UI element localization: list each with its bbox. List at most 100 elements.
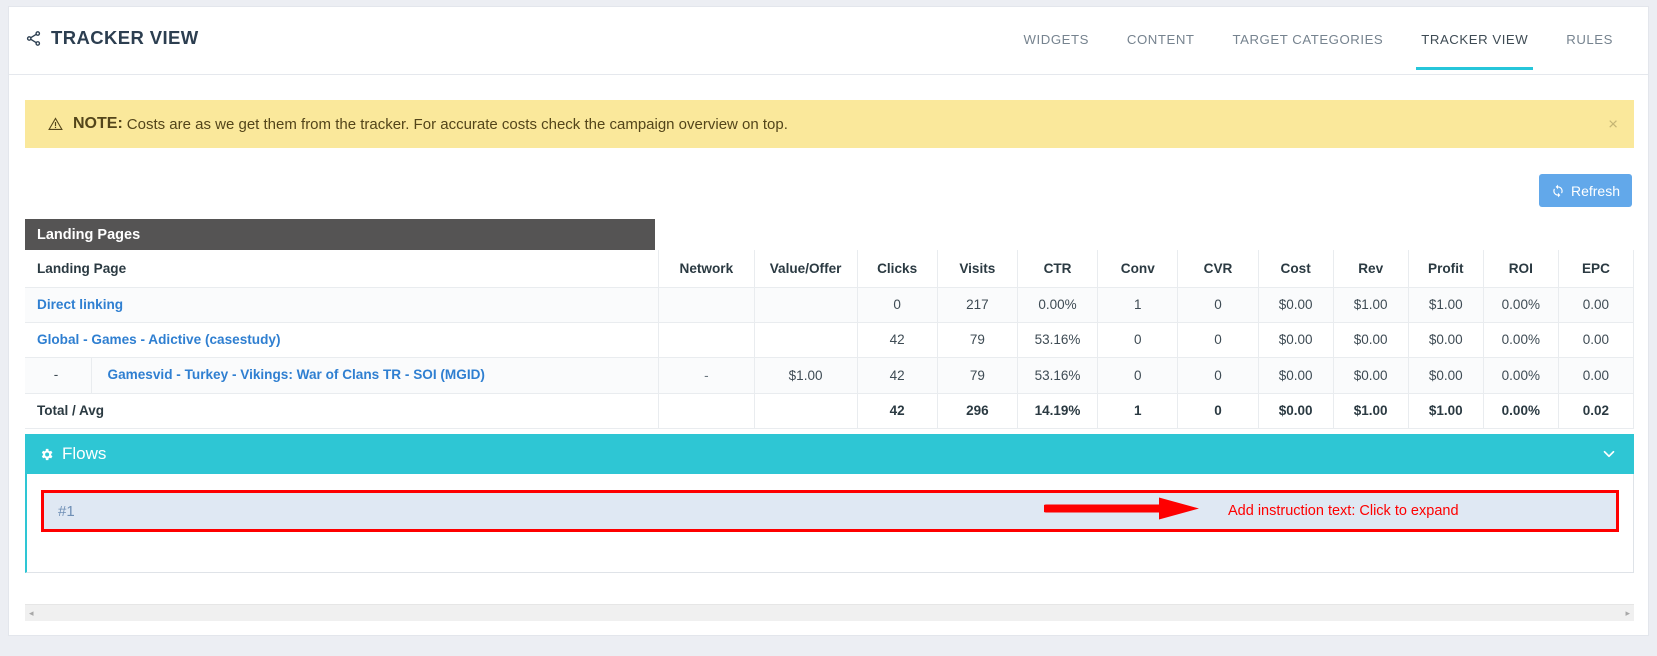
- main-card: TRACKER VIEW WIDGETS CONTENT TARGET CATE…: [8, 6, 1649, 636]
- refresh-button[interactable]: Refresh: [1538, 174, 1632, 207]
- cell-visits: 79: [937, 322, 1018, 358]
- cell-ctr: 0.00%: [1017, 287, 1099, 323]
- warning-triangle-icon: [47, 116, 64, 132]
- cell-rev: $0.00: [1333, 357, 1409, 394]
- refresh-icon: [1551, 184, 1565, 198]
- column-header-cvr[interactable]: CVR: [1177, 250, 1259, 288]
- row-indent-marker: -: [53, 366, 59, 382]
- cell-ctr: 53.16%: [1017, 322, 1099, 358]
- tab-widgets[interactable]: WIDGETS: [1023, 32, 1089, 47]
- cell-clicks: 0: [857, 287, 938, 323]
- cell-total-network: [658, 393, 755, 429]
- cell-cvr: 0: [1177, 357, 1259, 394]
- column-header-clicks[interactable]: Clicks: [857, 250, 938, 288]
- cell-total-visits: 296: [937, 393, 1018, 429]
- cell-total-profit: $1.00: [1408, 393, 1484, 429]
- column-header-visits[interactable]: Visits: [937, 250, 1018, 288]
- main-tabs: WIDGETS CONTENT TARGET CATEGORIES TRACKE…: [1005, 28, 1632, 70]
- column-header-landing-page[interactable]: Landing Page: [25, 250, 660, 288]
- column-header-network[interactable]: Network: [658, 250, 755, 288]
- cell-cost: $0.00: [1258, 322, 1334, 358]
- cell-total-clicks: 42: [857, 393, 938, 429]
- horizontal-scrollbar[interactable]: ◂ ▸: [25, 604, 1634, 621]
- column-header-conv[interactable]: Conv: [1097, 250, 1179, 288]
- column-header-cost[interactable]: Cost: [1258, 250, 1334, 288]
- cell-total-rev: $1.00: [1333, 393, 1409, 429]
- cell-total-ctr: 14.19%: [1017, 393, 1099, 429]
- cell-conv: 0: [1097, 357, 1179, 394]
- cell-value-offer: [754, 287, 858, 323]
- share-icon: [25, 30, 42, 47]
- page-title-text: TRACKER VIEW: [51, 27, 199, 48]
- gear-icon: [39, 447, 54, 462]
- annotation-text: Add instruction text: Click to expand: [1228, 503, 1459, 519]
- page-title: TRACKER VIEW: [25, 27, 199, 49]
- cell-conv: 0: [1097, 322, 1179, 358]
- cell-profit: $1.00: [1408, 287, 1484, 323]
- column-header-value-offer[interactable]: Value/Offer: [754, 250, 858, 288]
- cell-profit: $0.00: [1408, 357, 1484, 394]
- cell-network: -: [658, 357, 755, 394]
- cell-total-conv: 1: [1097, 393, 1179, 429]
- cell-cvr: 0: [1177, 287, 1259, 323]
- note-label: NOTE:: [73, 115, 123, 132]
- cell-cvr: 0: [1177, 322, 1259, 358]
- cell-landing-page: Direct linking: [25, 287, 660, 323]
- column-header-epc[interactable]: EPC: [1558, 250, 1635, 288]
- cell-total-label: Total / Avg: [25, 393, 660, 429]
- tab-rules[interactable]: RULES: [1566, 32, 1613, 47]
- cell-clicks: 42: [857, 322, 938, 358]
- scroll-right-arrow-icon[interactable]: ▸: [1625, 607, 1630, 618]
- annotation-arrow-icon: [1042, 496, 1204, 527]
- cell-total-value-offer: [754, 393, 858, 429]
- flows-body: #1 Add instruction text: Click to expand: [25, 474, 1634, 573]
- landing-page-link[interactable]: Direct linking: [37, 297, 124, 312]
- cell-total-cvr: 0: [1177, 393, 1259, 429]
- cell-roi: 0.00%: [1483, 357, 1559, 394]
- cell-total-roi: 0.00%: [1483, 393, 1559, 429]
- refresh-label: Refresh: [1570, 182, 1620, 199]
- cell-visits: 79: [937, 357, 1018, 394]
- column-header-ctr[interactable]: CTR: [1017, 250, 1099, 288]
- landing-pages-title: Landing Pages: [25, 219, 655, 250]
- chevron-down-icon[interactable]: [1600, 445, 1618, 463]
- scroll-left-arrow-icon[interactable]: ◂: [29, 607, 34, 618]
- cell-landing-page: - Gamesvid - Turkey - Vikings: War of Cl…: [25, 357, 660, 394]
- cell-ctr: 53.16%: [1017, 357, 1099, 394]
- note-banner: NOTE: Costs are as we get them from the …: [25, 100, 1634, 148]
- table-row: Direct linking 0 217 0.00% 1 0 $0.00 $1.…: [25, 287, 1635, 323]
- table-row: - Gamesvid - Turkey - Vikings: War of Cl…: [25, 357, 1635, 394]
- flows-panel: Flows #1 Add instruction t: [25, 434, 1634, 573]
- cell-roi: 0.00%: [1483, 287, 1559, 323]
- column-header-profit[interactable]: Profit: [1408, 250, 1484, 288]
- note-text: Costs are as we get them from the tracke…: [126, 115, 788, 133]
- cell-epc: 0.00: [1558, 357, 1635, 394]
- cell-conv: 1: [1097, 287, 1179, 323]
- cell-value-offer: [754, 322, 858, 358]
- page-header: TRACKER VIEW WIDGETS CONTENT TARGET CATE…: [9, 7, 1648, 75]
- flow-id-label: #1: [58, 502, 75, 520]
- tab-content[interactable]: CONTENT: [1126, 32, 1195, 47]
- tab-tracker-view[interactable]: TRACKER VIEW: [1402, 28, 1547, 70]
- cell-cost: $0.00: [1258, 287, 1334, 323]
- flows-header[interactable]: Flows: [25, 434, 1634, 474]
- cell-network: [658, 287, 755, 323]
- cell-cost: $0.00: [1258, 357, 1334, 394]
- offer-link[interactable]: Gamesvid - Turkey - Vikings: War of Clan…: [107, 366, 485, 382]
- tab-target-categories[interactable]: TARGET CATEGORIES: [1232, 32, 1384, 47]
- flow-item-1[interactable]: #1 Add instruction text: Click to expand: [41, 490, 1619, 532]
- landing-page-link[interactable]: Global - Games - Adictive (casestudy): [37, 332, 281, 347]
- cell-landing-page: Global - Games - Adictive (casestudy): [25, 322, 660, 358]
- close-icon[interactable]: ×: [1608, 114, 1618, 134]
- cell-visits: 217: [937, 287, 1018, 323]
- cell-epc: 0.00: [1558, 287, 1635, 323]
- cell-rev: $0.00: [1333, 322, 1409, 358]
- cell-clicks: 42: [857, 357, 938, 394]
- landing-pages-table: Landing Pages Landing Page Network Value…: [25, 219, 1635, 429]
- cell-network: [658, 322, 755, 358]
- table-header-row: Landing Page Network Value/Offer Clicks …: [25, 250, 1635, 288]
- cell-total-epc: 0.02: [1558, 393, 1635, 429]
- column-header-roi[interactable]: ROI: [1483, 250, 1559, 288]
- column-header-rev[interactable]: Rev: [1333, 250, 1409, 288]
